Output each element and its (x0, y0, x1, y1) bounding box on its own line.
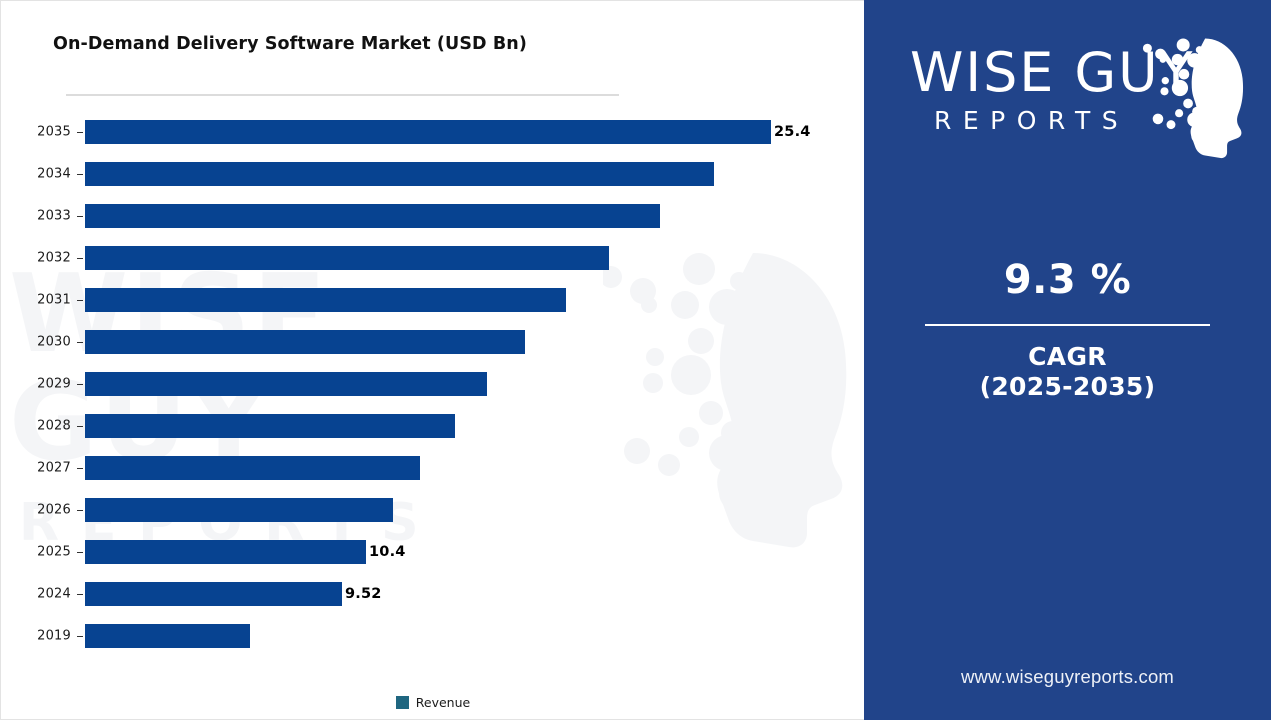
bar-2033[interactable] (85, 204, 660, 228)
bar-2019[interactable] (85, 624, 250, 648)
y-axis-tick-label: 2033 (37, 208, 71, 224)
y-axis-tick-mark (77, 594, 83, 595)
bar-2035[interactable] (85, 120, 771, 144)
bar-value-label: 9.52 (345, 586, 382, 602)
chart-legend: Revenue (1, 695, 864, 710)
chart-panel: WISE GUY REPORTS (0, 0, 864, 720)
bar-2025[interactable] (85, 540, 366, 564)
bar-chart-plot: 2035 25.4 2034 2033 2032 2031 2030 2029 2028 2027… (1, 111, 864, 656)
website-url: www.wiseguyreports.com (960, 666, 1175, 687)
bar-2032[interactable] (85, 246, 609, 270)
y-axis-tick-mark (77, 300, 83, 301)
y-axis-tick-mark (77, 216, 83, 217)
bar-row: 2032 (1, 237, 864, 279)
company-logo: WISE GUY REPORTS (864, 34, 1271, 166)
bar-row: 2027 (1, 447, 864, 489)
logo-text: WISE GUY REPORTS (910, 41, 1195, 135)
y-axis-tick-mark (77, 426, 83, 427)
y-axis-tick-label: 2019 (37, 628, 71, 644)
bar-2031[interactable] (85, 288, 566, 312)
y-axis-tick-label: 2025 (37, 544, 71, 560)
y-axis-tick-label: 2032 (37, 250, 71, 266)
bar-2030[interactable] (85, 330, 525, 354)
cagr-value: 9.3 % (1003, 257, 1132, 303)
bar-row: 2034 (1, 153, 864, 195)
y-axis-tick-label: 2029 (37, 376, 71, 392)
y-axis-tick-label: 2030 (37, 334, 71, 350)
bar-row: 2031 (1, 279, 864, 321)
y-axis-tick-mark (77, 510, 83, 511)
bar-row: 2024 9.52 (1, 573, 864, 615)
bar-row: 2029 (1, 363, 864, 405)
cagr-block: 9.3 % CAGR (2025-2035) (864, 258, 1271, 401)
chart-title: On-Demand Delivery Software Market (USD … (53, 34, 527, 54)
cagr-label: CAGR (1028, 342, 1107, 371)
y-axis-tick-mark (77, 384, 83, 385)
y-axis-tick-mark (77, 636, 83, 637)
cagr-period: (2025-2035) (979, 371, 1156, 401)
title-divider (66, 94, 619, 96)
y-axis-tick-label: 2035 (37, 124, 71, 140)
bar-row: 2035 25.4 (1, 111, 864, 153)
y-axis-tick-mark (77, 552, 83, 553)
bar-row: 2033 (1, 195, 864, 237)
y-axis-tick-mark (77, 174, 83, 175)
y-axis-tick-label: 2031 (37, 292, 71, 308)
legend-label-revenue: Revenue (415, 695, 471, 710)
y-axis-tick-mark (77, 258, 83, 259)
bar-value-label: 25.4 (774, 124, 811, 140)
bar-2024[interactable] (85, 582, 342, 606)
y-axis-tick-mark (77, 132, 83, 133)
y-axis-tick-label: 2027 (37, 460, 71, 476)
y-axis-tick-label: 2028 (37, 418, 71, 434)
logo-line1: WISE GUY (910, 41, 1195, 104)
y-axis-tick-label: 2024 (37, 586, 71, 602)
y-axis-tick-mark (77, 468, 83, 469)
bar-2029[interactable] (85, 372, 487, 396)
bar-row: 2019 (1, 615, 864, 657)
cagr-divider (925, 324, 1210, 326)
bar-row: 2026 (1, 489, 864, 531)
bar-row: 2028 (1, 405, 864, 447)
bar-row: 2030 (1, 321, 864, 363)
brand-panel: WISE GUY REPORTS (864, 0, 1271, 720)
logo-line2: REPORTS (934, 106, 1130, 135)
bar-value-label: 10.4 (369, 544, 406, 560)
bar-2034[interactable] (85, 162, 714, 186)
bar-2028[interactable] (85, 414, 455, 438)
bar-2027[interactable] (85, 456, 420, 480)
logo-head-icon (1142, 38, 1244, 159)
legend-swatch-revenue (395, 696, 409, 709)
bar-row: 2025 10.4 (1, 531, 864, 573)
y-axis-tick-label: 2026 (37, 502, 71, 518)
y-axis-tick-mark (77, 342, 83, 343)
y-axis-tick-label: 2034 (37, 166, 71, 182)
bar-2026[interactable] (85, 498, 393, 522)
